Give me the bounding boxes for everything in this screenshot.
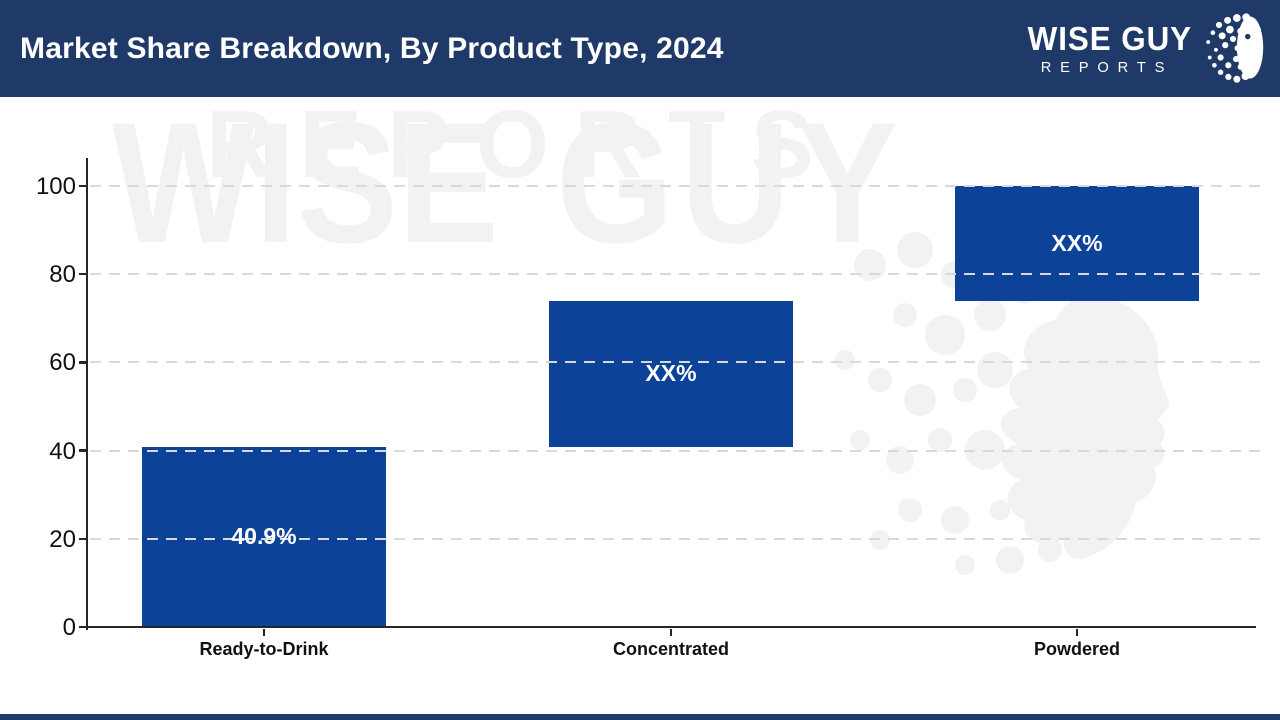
dotted-face-icon: [1206, 12, 1264, 83]
gridline-60: [90, 361, 1262, 364]
y-axis-tick: [79, 537, 88, 541]
bar-ready-to-drink: [142, 446, 386, 627]
gridline-20: [90, 537, 1262, 540]
gridline-40: [90, 449, 1262, 452]
x-axis-tick: [262, 629, 266, 636]
y-axis-tick-label: 80: [49, 261, 76, 289]
header-bar: Market Share Breakdown, By Product Type,…: [0, 0, 1280, 97]
y-axis-tick-label: 0: [62, 614, 76, 641]
watermark-guy: GUY: [556, 87, 906, 279]
y-axis-tick: [79, 184, 88, 188]
gridline-100: [90, 185, 1262, 187]
page-title: Market Share Breakdown, By Product Type,…: [20, 31, 724, 65]
footer-bar: [0, 714, 1280, 720]
chart-plot-region: WISE GUY REPORTS 40.9% Ready-to-Drink XX% C…: [0, 97, 1280, 714]
watermark-wise: WISE: [112, 87, 499, 279]
bar-value-label: XX%: [1051, 229, 1103, 256]
bar-concentrated: [549, 301, 793, 447]
x-axis-line: [85, 625, 1256, 629]
y-axis-tick-label: 60: [49, 349, 76, 377]
bar-value-label: 40.9%: [231, 522, 297, 549]
y-axis-tick: [79, 625, 88, 629]
logo-eye-dot: [1245, 33, 1251, 39]
gridline-80: [90, 273, 1262, 276]
wise-guy-reports-logo: WISE GUY REPORTS: [1019, 9, 1264, 89]
y-axis-tick: [79, 272, 88, 276]
bar-value-label: XX%: [645, 359, 697, 386]
logo-sub-wordmark: REPORTS: [1040, 59, 1174, 76]
x-axis-category-label: Powdered: [1033, 639, 1121, 659]
y-axis-tick-label: 40: [49, 437, 76, 465]
x-axis-category-label: Concentrated: [612, 639, 729, 659]
watermark-reports: REPORTS: [206, 91, 840, 198]
x-axis-tick: [1075, 629, 1079, 636]
bar-powdered: [955, 186, 1199, 302]
logo-wordmark: WISE GUY: [1027, 20, 1192, 57]
y-axis-tick: [79, 449, 88, 452]
y-axis-tick-label: 20: [49, 525, 76, 553]
logo-wordmark-block: WISE GUY REPORTS: [1019, 22, 1192, 75]
y-axis-tick: [79, 361, 88, 364]
x-axis-tick: [669, 629, 673, 636]
y-axis-line: [85, 158, 88, 630]
x-axis-category-label: Ready-to-Drink: [199, 639, 329, 659]
y-axis-tick-label: 100: [35, 173, 76, 200]
